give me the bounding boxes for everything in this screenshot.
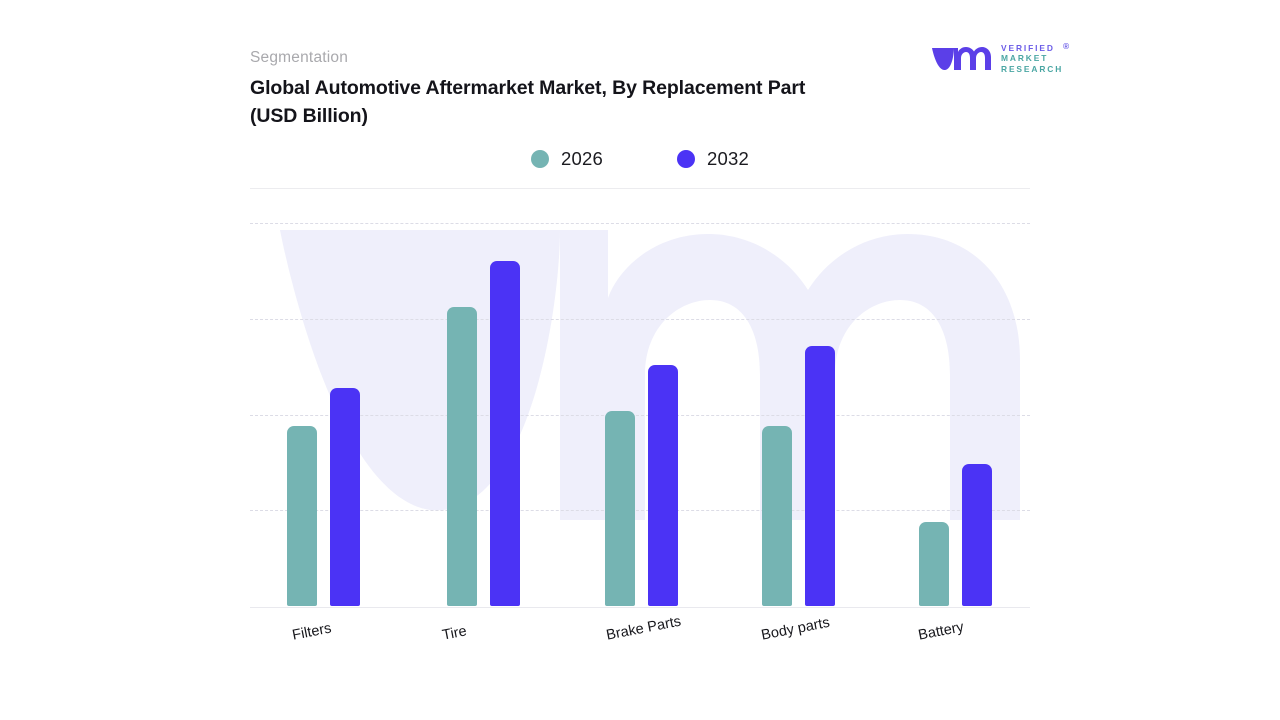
bar-body-parts-2032[interactable] (804, 345, 835, 606)
gridline (250, 510, 1030, 512)
brand-wordmark: VERIFIED MARKET RESEARCH ® (1001, 41, 1069, 74)
x-axis-label-battery: Battery (917, 619, 966, 644)
x-axis-label-filters: Filters (291, 620, 333, 644)
x-axis-label-body-parts: Body parts (760, 614, 832, 644)
gridline (250, 318, 1030, 320)
x-axis-label-brake-parts: Brake Parts (605, 613, 683, 644)
legend-item-2032[interactable]: 2032 (677, 148, 749, 170)
legend-item-2026[interactable]: 2026 (531, 148, 603, 170)
brand-line-verified: VERIFIED (1001, 43, 1055, 53)
legend-swatch-2026 (531, 150, 550, 168)
x-axis-baseline (250, 607, 1030, 608)
plot-area (250, 196, 1030, 608)
bar-tire-2026[interactable] (446, 307, 477, 606)
bar-battery-2032[interactable] (961, 464, 992, 606)
x-axis-labels: Filters Tire Brake Parts Body parts Battery (250, 612, 1030, 682)
bar-battery-2026[interactable] (918, 521, 949, 606)
bar-brake-parts-2032[interactable] (647, 364, 678, 606)
brand-line-research: RESEARCH (1001, 63, 1064, 74)
legend-label-2026: 2026 (561, 148, 603, 169)
header-divider (250, 188, 1030, 189)
registered-trademark-icon: ® (1063, 41, 1072, 51)
legend-label-2032: 2032 (707, 148, 749, 169)
legend-swatch-2032 (677, 150, 695, 168)
bar-filters-2032[interactable] (329, 387, 360, 606)
chart-legend: 2026 2032 (250, 148, 1030, 170)
page-title: Global Automotive Aftermarket Market, By… (250, 77, 806, 127)
brand-logo: VERIFIED MARKET RESEARCH ® (930, 41, 1069, 74)
bar-brake-parts-2026[interactable] (604, 410, 635, 606)
segmentation-eyebrow: Segmentation (250, 49, 349, 66)
brand-line-market: MARKET (1001, 53, 1049, 64)
bar-body-parts-2026[interactable] (761, 426, 792, 606)
vmr-logo-icon (932, 47, 991, 71)
x-axis-label-tire: Tire (441, 623, 469, 644)
gridline (250, 414, 1030, 416)
bar-group-container (250, 196, 1030, 607)
gridline (250, 223, 1030, 224)
bar-filters-2026[interactable] (286, 426, 317, 606)
bar-tire-2032[interactable] (489, 261, 520, 606)
